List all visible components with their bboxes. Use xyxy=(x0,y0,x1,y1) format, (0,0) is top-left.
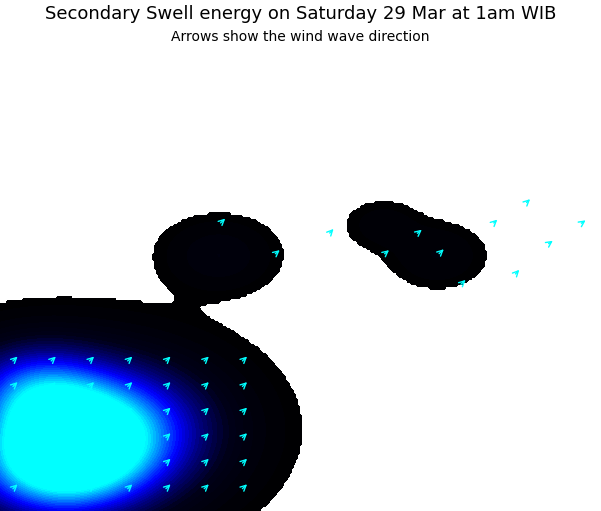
Text: Arrows show the wind wave direction: Arrows show the wind wave direction xyxy=(171,30,430,44)
Text: Secondary Swell energy on Saturday 29 Mar at 1am WIB: Secondary Swell energy on Saturday 29 Ma… xyxy=(45,5,556,24)
